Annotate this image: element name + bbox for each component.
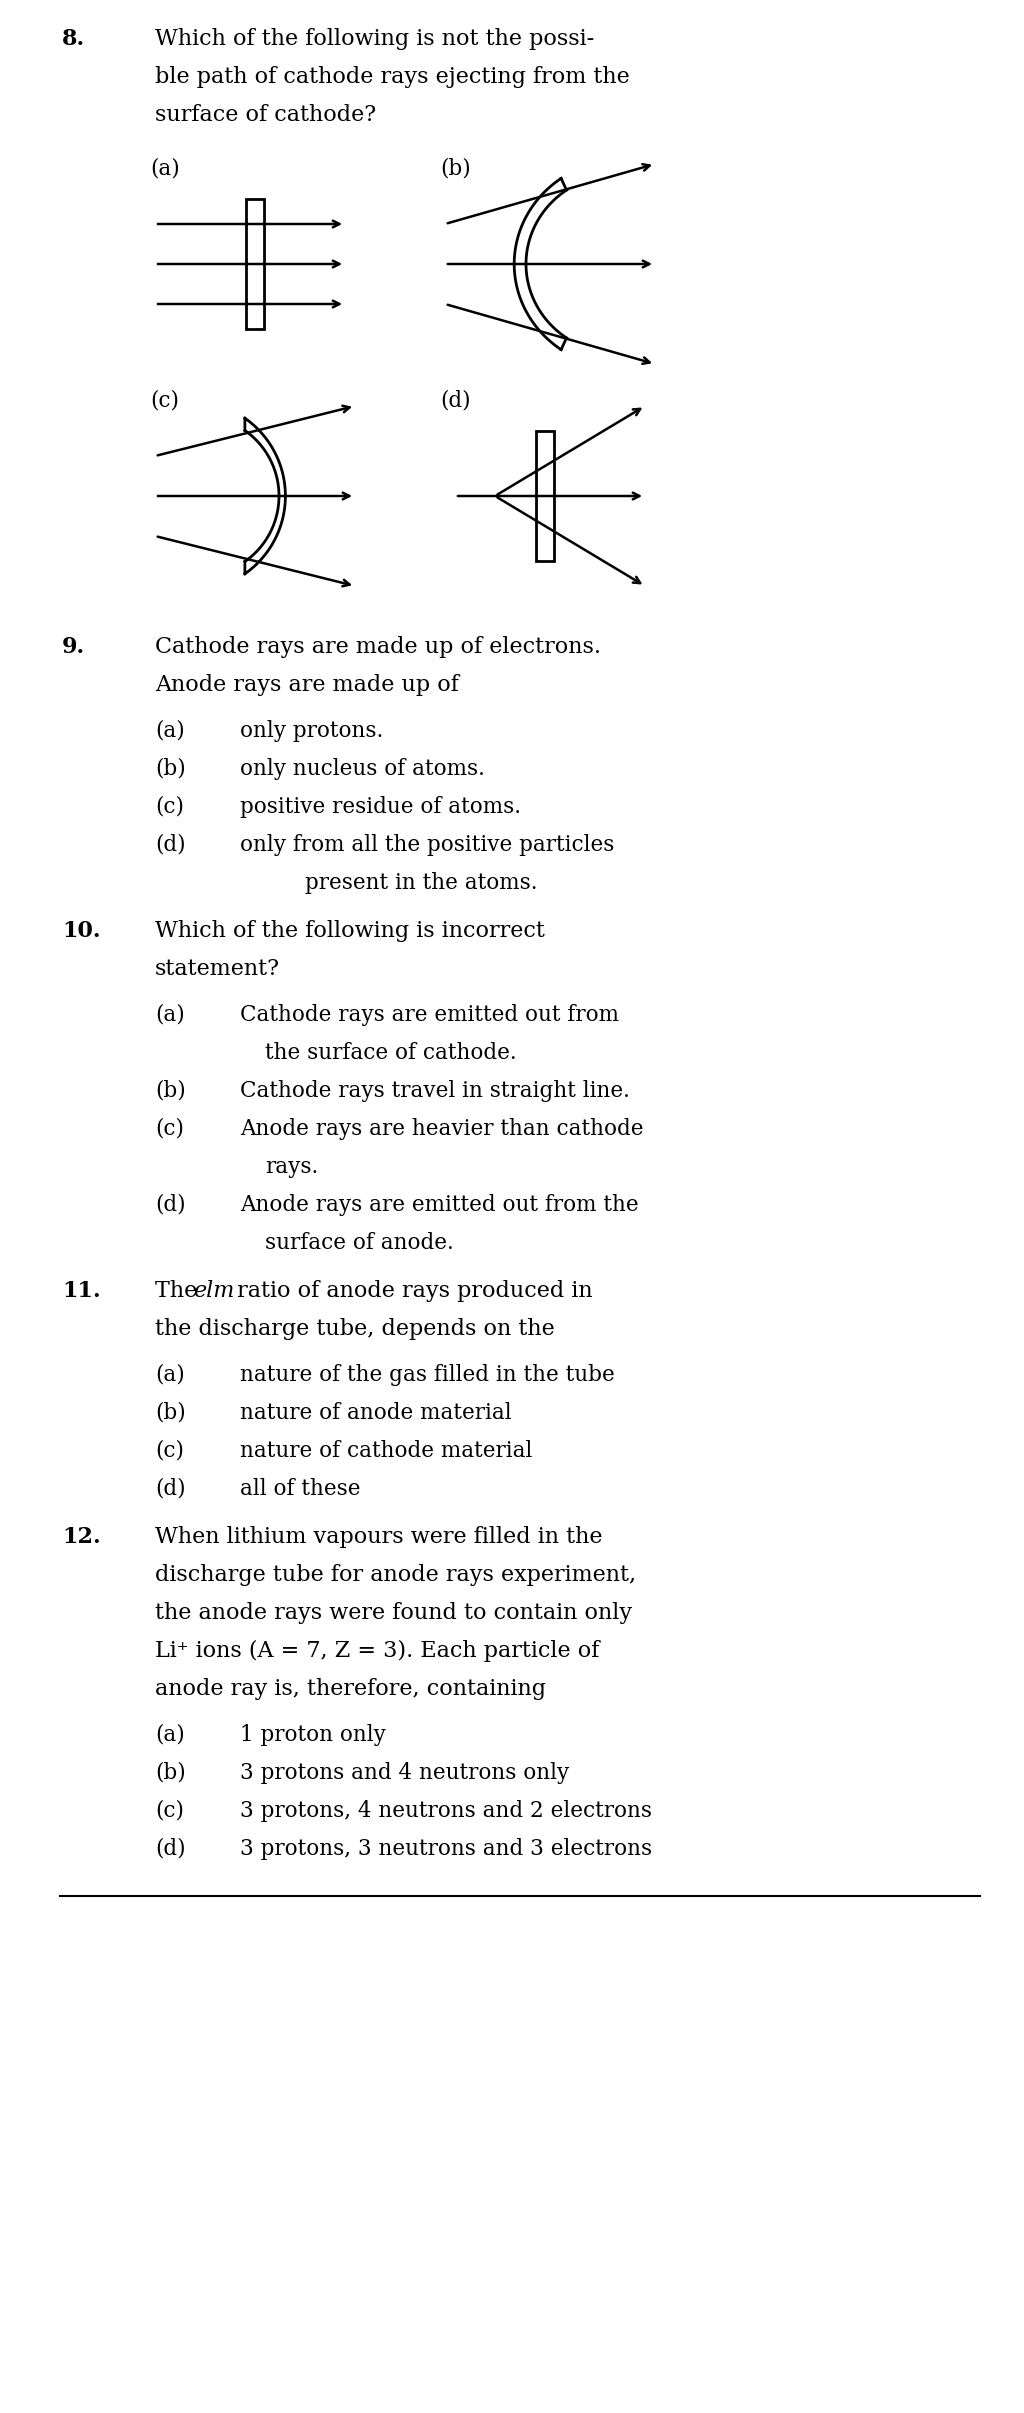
Text: (c): (c) [150,388,179,410]
Text: −: − [480,253,499,275]
Text: (c): (c) [155,796,184,818]
Text: −: − [180,253,199,275]
Text: surface of cathode?: surface of cathode? [155,104,376,125]
Text: (d): (d) [155,1839,185,1860]
Text: (b): (b) [155,1081,185,1103]
Text: anode ray is, therefore, containing: anode ray is, therefore, containing [155,1677,546,1701]
Text: (a): (a) [155,1004,184,1026]
Text: (d): (d) [155,1479,185,1501]
Text: 3 protons, 4 neutrons and 2 electrons: 3 protons, 4 neutrons and 2 electrons [240,1800,652,1822]
Text: (d): (d) [155,1194,185,1216]
Text: −: − [180,485,199,509]
Text: surface of anode.: surface of anode. [265,1233,454,1255]
Text: present in the atoms.: present in the atoms. [305,871,538,893]
Text: (b): (b) [155,1761,185,1783]
Text: only protons.: only protons. [240,719,383,743]
Text: only from all the positive particles: only from all the positive particles [240,835,614,857]
Text: Cathode rays travel in straight line.: Cathode rays travel in straight line. [240,1081,630,1103]
Text: (c): (c) [155,1441,184,1462]
Text: (b): (b) [155,1402,185,1424]
Text: −: − [475,485,494,509]
Text: (a): (a) [155,719,184,743]
Text: (b): (b) [440,157,471,179]
Text: Anode rays are emitted out from the: Anode rays are emitted out from the [240,1194,639,1216]
Text: The: The [155,1279,205,1303]
Text: discharge tube for anode rays experiment,: discharge tube for anode rays experiment… [155,1564,636,1585]
Text: the surface of cathode.: the surface of cathode. [265,1042,517,1064]
Text: ble path of cathode rays ejecting from the: ble path of cathode rays ejecting from t… [155,65,630,87]
Text: all of these: all of these [240,1479,360,1501]
Text: Which of the following is not the possi-: Which of the following is not the possi- [155,29,594,51]
Text: only nucleus of atoms.: only nucleus of atoms. [240,758,485,779]
Text: the discharge tube, depends on the: the discharge tube, depends on the [155,1317,555,1339]
Text: Which of the following is incorrect: Which of the following is incorrect [155,919,545,941]
Text: ratio of anode rays produced in: ratio of anode rays produced in [230,1279,593,1303]
Text: (d): (d) [155,835,185,857]
Text: statement?: statement? [155,958,280,980]
Text: rays.: rays. [265,1156,318,1178]
Text: Anode rays are heavier than cathode: Anode rays are heavier than cathode [240,1117,643,1139]
Text: nature of anode material: nature of anode material [240,1402,512,1424]
Text: Cathode rays are emitted out from: Cathode rays are emitted out from [240,1004,618,1026]
Text: (c): (c) [155,1800,184,1822]
Text: 9.: 9. [62,637,85,659]
Text: 3 protons and 4 neutrons only: 3 protons and 4 neutrons only [240,1761,569,1783]
Text: the anode rays were found to contain only: the anode rays were found to contain onl… [155,1602,632,1624]
Text: (a): (a) [155,1723,184,1747]
Text: positive residue of atoms.: positive residue of atoms. [240,796,521,818]
Text: (d): (d) [440,388,471,410]
Text: When lithium vapours were filled in the: When lithium vapours were filled in the [155,1525,602,1549]
Bar [536,432,554,560]
Text: Anode rays are made up of: Anode rays are made up of [155,673,459,695]
Text: elm: elm [193,1279,234,1303]
Text: (c): (c) [155,1117,184,1139]
Text: (b): (b) [155,758,185,779]
Text: 12.: 12. [62,1525,100,1549]
Text: 1 proton only: 1 proton only [240,1723,386,1747]
Text: nature of cathode material: nature of cathode material [240,1441,532,1462]
Text: 11.: 11. [62,1279,100,1303]
Text: Li⁺ ions (A = 7, Z = 3). Each particle of: Li⁺ ions (A = 7, Z = 3). Each particle o… [155,1641,599,1663]
Text: 10.: 10. [62,919,100,941]
Text: nature of the gas filled in the tube: nature of the gas filled in the tube [240,1363,614,1385]
Text: 8.: 8. [62,29,85,51]
Text: (a): (a) [150,157,180,179]
Text: (a): (a) [155,1363,184,1385]
Bar [246,198,264,328]
Text: Cathode rays are made up of electrons.: Cathode rays are made up of electrons. [155,637,601,659]
Text: 3 protons, 3 neutrons and 3 electrons: 3 protons, 3 neutrons and 3 electrons [240,1839,652,1860]
